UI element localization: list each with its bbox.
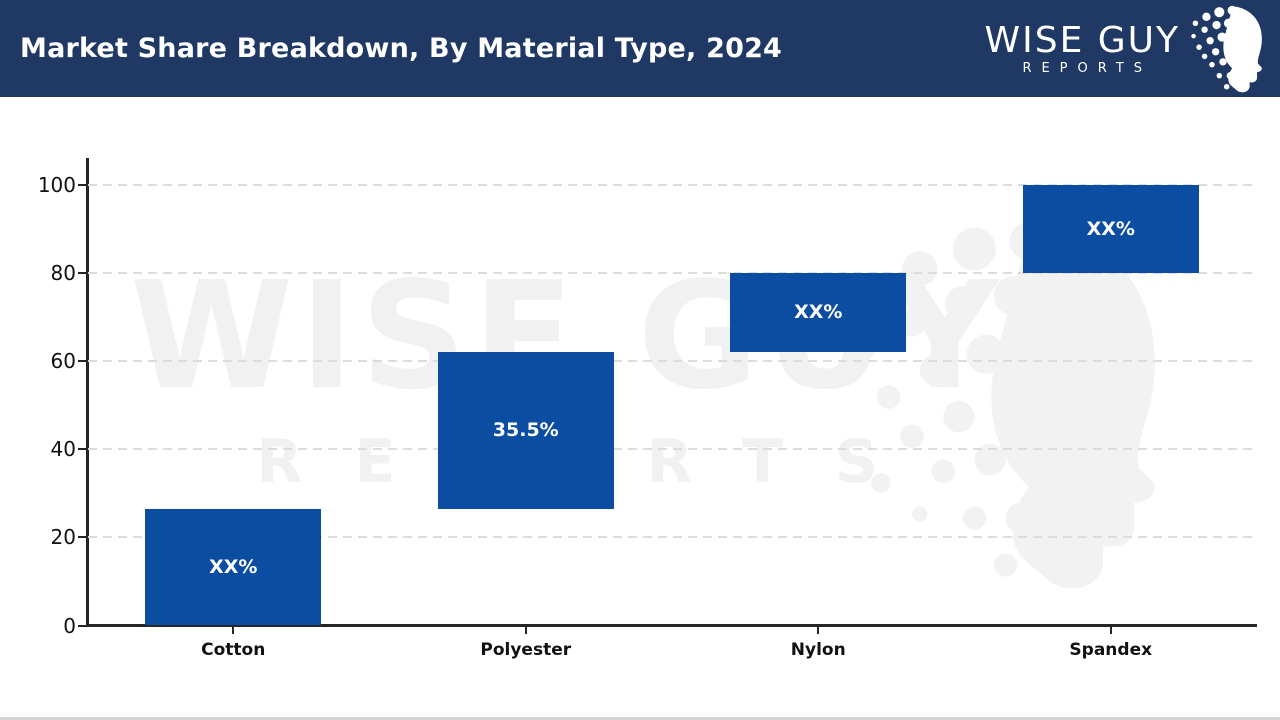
y-tick-mark-0 bbox=[78, 624, 86, 627]
x-tick-mark-polyester bbox=[524, 626, 527, 634]
chart-title: Market Share Breakdown, By Material Type… bbox=[20, 33, 783, 64]
y-tick-label-40: 40 bbox=[50, 437, 76, 462]
gridline-20 bbox=[88, 536, 1256, 539]
x-tick-label-polyester: Polyester bbox=[480, 639, 572, 660]
footer-divider bbox=[0, 717, 1280, 720]
wiseguy-face-icon bbox=[1191, 5, 1262, 92]
y-axis-line bbox=[86, 158, 89, 626]
wiseguy-logo-text: WISE GUY REPORTS bbox=[984, 19, 1181, 76]
logo-subtitle: REPORTS bbox=[1022, 60, 1153, 76]
bar-nylon: XX% bbox=[730, 272, 907, 353]
y-tick-mark-40 bbox=[78, 448, 86, 451]
y-tick-label-80: 80 bbox=[50, 260, 76, 285]
bar-cotton: XX% bbox=[145, 508, 322, 626]
y-tick-mark-20 bbox=[78, 536, 86, 539]
y-tick-mark-100 bbox=[78, 183, 86, 186]
bar-value-label: XX% bbox=[794, 301, 843, 324]
x-tick-mark-nylon bbox=[817, 626, 820, 634]
y-tick-mark-80 bbox=[78, 271, 86, 274]
x-tick-label-cotton: Cotton bbox=[201, 639, 266, 660]
x-axis-line bbox=[86, 624, 1257, 627]
gridline-40 bbox=[88, 448, 1256, 451]
bar-value-label: 35.5% bbox=[492, 419, 559, 442]
x-tick-label-spandex: Spandex bbox=[1069, 639, 1153, 660]
y-tick-label-20: 20 bbox=[50, 525, 76, 550]
x-tick-mark-spandex bbox=[1109, 626, 1112, 634]
logo-wordmark: WISE GUY bbox=[984, 19, 1180, 61]
x-tick-mark-cotton bbox=[232, 626, 235, 634]
y-tick-label-0: 0 bbox=[63, 613, 76, 638]
bar-value-label: XX% bbox=[209, 556, 258, 579]
header-bar: Market Share Breakdown, By Material Type… bbox=[0, 0, 1280, 97]
bar-polyester: 35.5% bbox=[437, 352, 614, 509]
gridline-100 bbox=[88, 183, 1256, 186]
gridline-60 bbox=[88, 359, 1256, 362]
bar-spandex: XX% bbox=[1022, 184, 1199, 273]
y-tick-label-60: 60 bbox=[50, 348, 76, 373]
y-tick-mark-60 bbox=[78, 359, 86, 362]
bar-value-label: XX% bbox=[1086, 217, 1135, 240]
x-tick-label-nylon: Nylon bbox=[790, 639, 846, 660]
wiseguy-logo: WISE GUY REPORTS bbox=[985, 0, 1263, 97]
y-tick-label-100: 100 bbox=[37, 172, 76, 197]
gridline-80 bbox=[88, 271, 1256, 274]
